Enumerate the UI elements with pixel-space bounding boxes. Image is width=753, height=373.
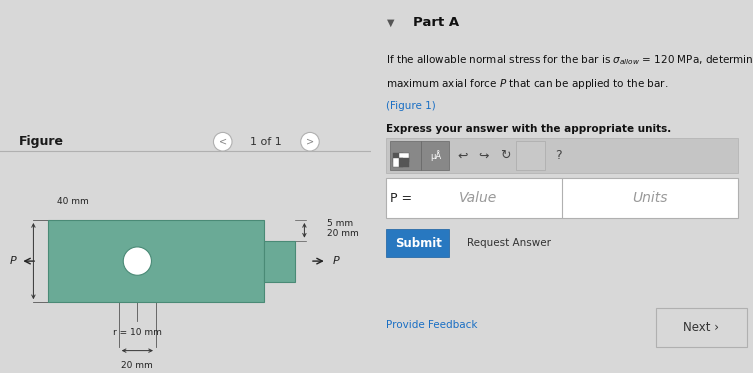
FancyBboxPatch shape	[656, 308, 747, 347]
Text: Figure: Figure	[19, 135, 63, 148]
Text: ↻: ↻	[499, 150, 510, 162]
Text: (Figure 1): (Figure 1)	[386, 101, 436, 111]
Text: >: >	[306, 137, 314, 147]
Text: P: P	[333, 256, 340, 266]
FancyBboxPatch shape	[386, 178, 738, 218]
Circle shape	[213, 132, 232, 151]
Text: Next ›: Next ›	[684, 321, 719, 333]
FancyBboxPatch shape	[386, 138, 738, 173]
Text: <: <	[218, 137, 227, 147]
Text: ▼: ▼	[386, 18, 394, 27]
Text: Request Answer: Request Answer	[467, 238, 550, 248]
FancyBboxPatch shape	[393, 153, 404, 162]
FancyBboxPatch shape	[264, 241, 295, 282]
Text: P: P	[10, 256, 17, 266]
Text: Express your answer with the appropriate units.: Express your answer with the appropriate…	[386, 124, 672, 134]
Text: μÅ: μÅ	[430, 150, 441, 162]
Text: ?: ?	[555, 150, 562, 162]
Text: ↩: ↩	[458, 150, 468, 162]
FancyBboxPatch shape	[390, 141, 421, 170]
Text: 5 mm: 5 mm	[327, 219, 353, 228]
Text: 20 mm: 20 mm	[327, 229, 358, 238]
FancyBboxPatch shape	[421, 141, 450, 170]
Text: Value: Value	[459, 191, 497, 205]
Text: Units: Units	[633, 191, 668, 205]
FancyBboxPatch shape	[517, 141, 545, 170]
Text: P =: P =	[390, 192, 413, 204]
FancyBboxPatch shape	[393, 158, 404, 167]
Text: 20 mm: 20 mm	[121, 361, 153, 370]
FancyBboxPatch shape	[399, 158, 409, 167]
Text: Provide Feedback: Provide Feedback	[386, 320, 478, 329]
FancyBboxPatch shape	[386, 229, 450, 257]
Text: maximum axial force $P$ that can be applied to the bar.: maximum axial force $P$ that can be appl…	[386, 77, 669, 91]
Text: If the allowable normal stress for the bar is $\sigma_{allow}$ = 120 MPa, determ: If the allowable normal stress for the b…	[386, 53, 753, 66]
Text: 40 mm: 40 mm	[56, 197, 88, 206]
Text: Part A: Part A	[413, 16, 459, 29]
Text: r = 10 mm: r = 10 mm	[113, 328, 162, 337]
Text: 1 of 1: 1 of 1	[249, 137, 282, 147]
Circle shape	[123, 247, 151, 275]
FancyBboxPatch shape	[48, 220, 264, 302]
Text: ↪: ↪	[479, 150, 489, 162]
FancyBboxPatch shape	[399, 153, 409, 162]
Text: Submit: Submit	[395, 237, 441, 250]
Circle shape	[300, 132, 319, 151]
